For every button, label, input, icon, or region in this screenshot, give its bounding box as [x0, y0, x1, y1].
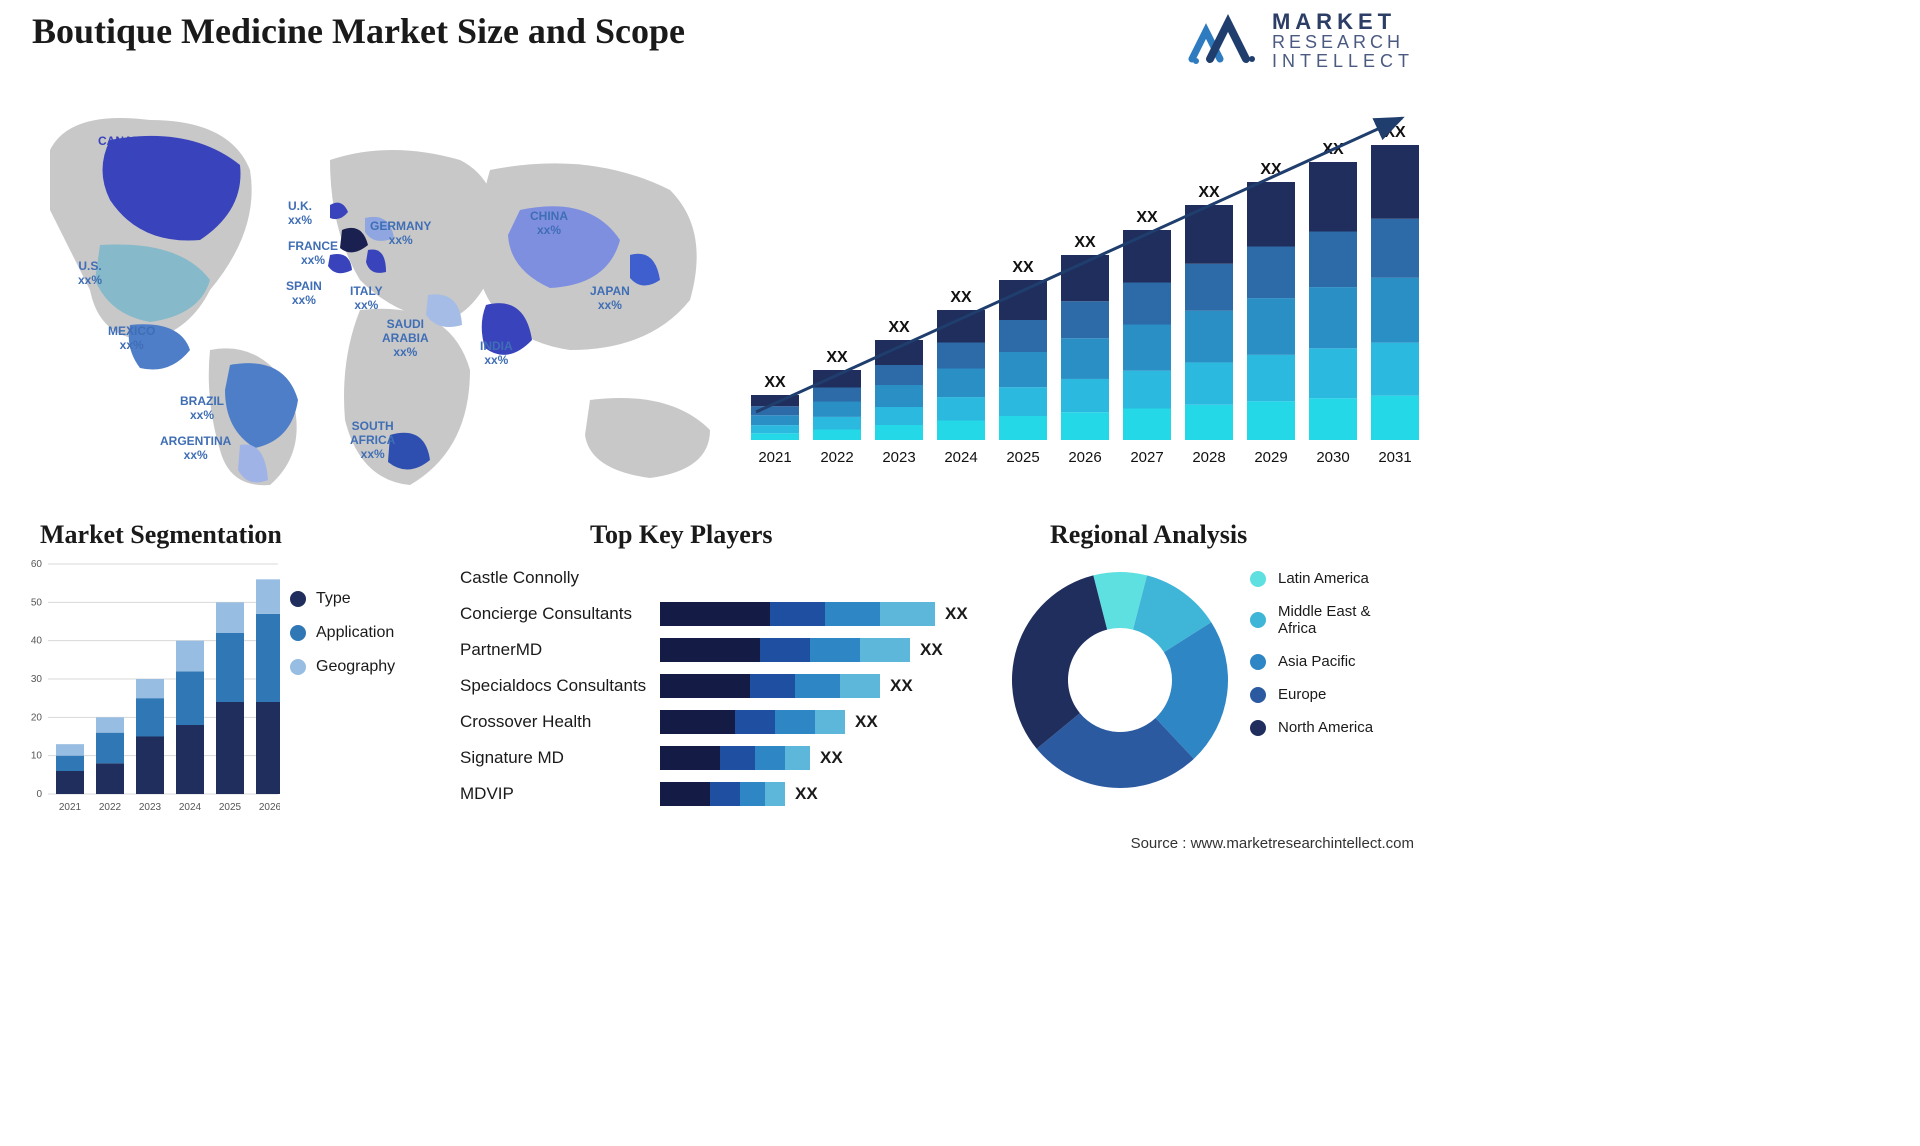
- legend-item: North America: [1250, 719, 1373, 736]
- key-player-bar: [660, 710, 845, 734]
- key-player-value: XX: [820, 748, 843, 768]
- key-player-bar: [660, 638, 910, 662]
- key-player-label: MDVIP: [460, 784, 660, 804]
- key-player-label: Specialdocs Consultants: [460, 676, 660, 696]
- svg-text:2031: 2031: [1378, 449, 1411, 466]
- svg-text:XX: XX: [1074, 234, 1096, 251]
- key-player-value: XX: [890, 676, 913, 696]
- legend-item: Latin America: [1250, 570, 1373, 587]
- map-label: U.S.xx%: [78, 260, 102, 288]
- svg-text:XX: XX: [1198, 184, 1220, 201]
- svg-text:2029: 2029: [1254, 449, 1287, 466]
- map-label: ITALYxx%: [350, 285, 383, 313]
- key-player-label: Crossover Health: [460, 712, 660, 732]
- svg-text:XX: XX: [1384, 124, 1406, 141]
- map-label: SPAINxx%: [286, 280, 322, 308]
- legend-item: Type: [290, 590, 395, 608]
- svg-text:2030: 2030: [1316, 449, 1349, 466]
- legend-item: Asia Pacific: [1250, 653, 1373, 670]
- svg-text:2024: 2024: [179, 802, 202, 813]
- svg-text:2025: 2025: [1006, 449, 1039, 466]
- growth-bar-chart: XX 2021 XX 2022 XX 2023 XX 2024 XX 2025 XX 2026 XX 20…: [740, 100, 1430, 490]
- key-player-bar: [660, 602, 935, 626]
- key-player-row: Crossover Health XX: [460, 704, 980, 740]
- svg-text:2022: 2022: [820, 449, 853, 466]
- map-label: U.K.xx%: [288, 200, 312, 228]
- map-label: MEXICOxx%: [108, 325, 155, 353]
- svg-text:10: 10: [31, 751, 43, 762]
- key-player-row: PartnerMD XX: [460, 632, 980, 668]
- key-player-value: XX: [920, 640, 943, 660]
- key-player-label: Concierge Consultants: [460, 604, 660, 624]
- regional-donut: [1000, 560, 1240, 800]
- logo-line1: MARKET: [1272, 10, 1414, 33]
- map-label: JAPANxx%: [590, 285, 630, 313]
- segmentation-legend: Type Application Geography: [290, 590, 395, 692]
- svg-text:XX: XX: [1136, 209, 1158, 226]
- svg-text:2027: 2027: [1130, 449, 1163, 466]
- key-player-row: Castle Connolly: [460, 560, 980, 596]
- key-player-label: Signature MD: [460, 748, 660, 768]
- map-label: CANADAxx%: [98, 135, 150, 163]
- logo-icon: [1188, 11, 1258, 69]
- svg-text:60: 60: [31, 559, 43, 570]
- legend-item: Middle East &Africa: [1250, 603, 1373, 637]
- key-player-bar: [660, 746, 810, 770]
- key-player-row: Signature MD XX: [460, 740, 980, 776]
- svg-text:2022: 2022: [99, 802, 122, 813]
- svg-text:2023: 2023: [139, 802, 162, 813]
- svg-text:2025: 2025: [219, 802, 242, 813]
- key-player-bar: [660, 782, 785, 806]
- key-player-value: XX: [945, 604, 968, 624]
- regional-legend: Latin America Middle East &Africa Asia Pac…: [1250, 570, 1373, 752]
- logo-line2: RESEARCH: [1272, 33, 1414, 52]
- logo-line3: INTELLECT: [1272, 52, 1414, 71]
- svg-text:2026: 2026: [1068, 449, 1101, 466]
- world-map: CANADAxx% U.S.xx% MEXICOxx% BRAZILxx% ARGENT…: [30, 90, 730, 490]
- svg-text:2028: 2028: [1192, 449, 1225, 466]
- map-label: ARGENTINAxx%: [160, 435, 231, 463]
- svg-text:40: 40: [31, 636, 43, 647]
- key-player-bar: [660, 674, 880, 698]
- svg-text:0: 0: [36, 789, 42, 800]
- map-label: SAUDIARABIAxx%: [382, 318, 429, 359]
- map-label: FRANCExx%: [288, 240, 338, 268]
- svg-text:XX: XX: [764, 374, 786, 391]
- key-player-row: MDVIP XX: [460, 776, 980, 812]
- page-title: Boutique Medicine Market Size and Scope: [32, 10, 685, 52]
- regional-heading: Regional Analysis: [1050, 520, 1247, 550]
- map-label: INDIAxx%: [480, 340, 513, 368]
- source-label: Source : www.marketresearchintellect.com: [1131, 835, 1414, 852]
- key-player-value: XX: [855, 712, 878, 732]
- key-player-row: Specialdocs Consultants XX: [460, 668, 980, 704]
- segmentation-chart: 0 10 20 30 40 50 60 2021 2022 2023 2024 2025 2026: [20, 558, 280, 818]
- legend-item: Geography: [290, 658, 395, 676]
- map-label: SOUTHAFRICAxx%: [350, 420, 395, 461]
- svg-text:2026: 2026: [259, 802, 280, 813]
- svg-text:XX: XX: [1012, 259, 1034, 276]
- map-label: CHINAxx%: [530, 210, 568, 238]
- svg-text:30: 30: [31, 674, 43, 685]
- legend-item: Application: [290, 624, 395, 642]
- key-player-value: XX: [795, 784, 818, 804]
- map-label: BRAZILxx%: [180, 395, 224, 423]
- svg-text:20: 20: [31, 712, 43, 723]
- svg-text:XX: XX: [888, 319, 910, 336]
- svg-text:XX: XX: [826, 349, 848, 366]
- brand-logo: MARKET RESEARCH INTELLECT: [1188, 10, 1414, 71]
- svg-text:2024: 2024: [944, 449, 977, 466]
- svg-text:2021: 2021: [758, 449, 791, 466]
- key-players-chart: Castle ConnollyConcierge ConsultantsXXPa…: [460, 560, 980, 812]
- map-label: GERMANYxx%: [370, 220, 431, 248]
- svg-text:50: 50: [31, 597, 43, 608]
- svg-text:2023: 2023: [882, 449, 915, 466]
- key-player-label: Castle Connolly: [460, 568, 660, 588]
- key-player-label: PartnerMD: [460, 640, 660, 660]
- svg-text:XX: XX: [950, 289, 972, 306]
- key-players-heading: Top Key Players: [590, 520, 772, 550]
- svg-text:2021: 2021: [59, 802, 82, 813]
- key-player-row: Concierge Consultants XX: [460, 596, 980, 632]
- legend-item: Europe: [1250, 686, 1373, 703]
- segmentation-heading: Market Segmentation: [40, 520, 282, 550]
